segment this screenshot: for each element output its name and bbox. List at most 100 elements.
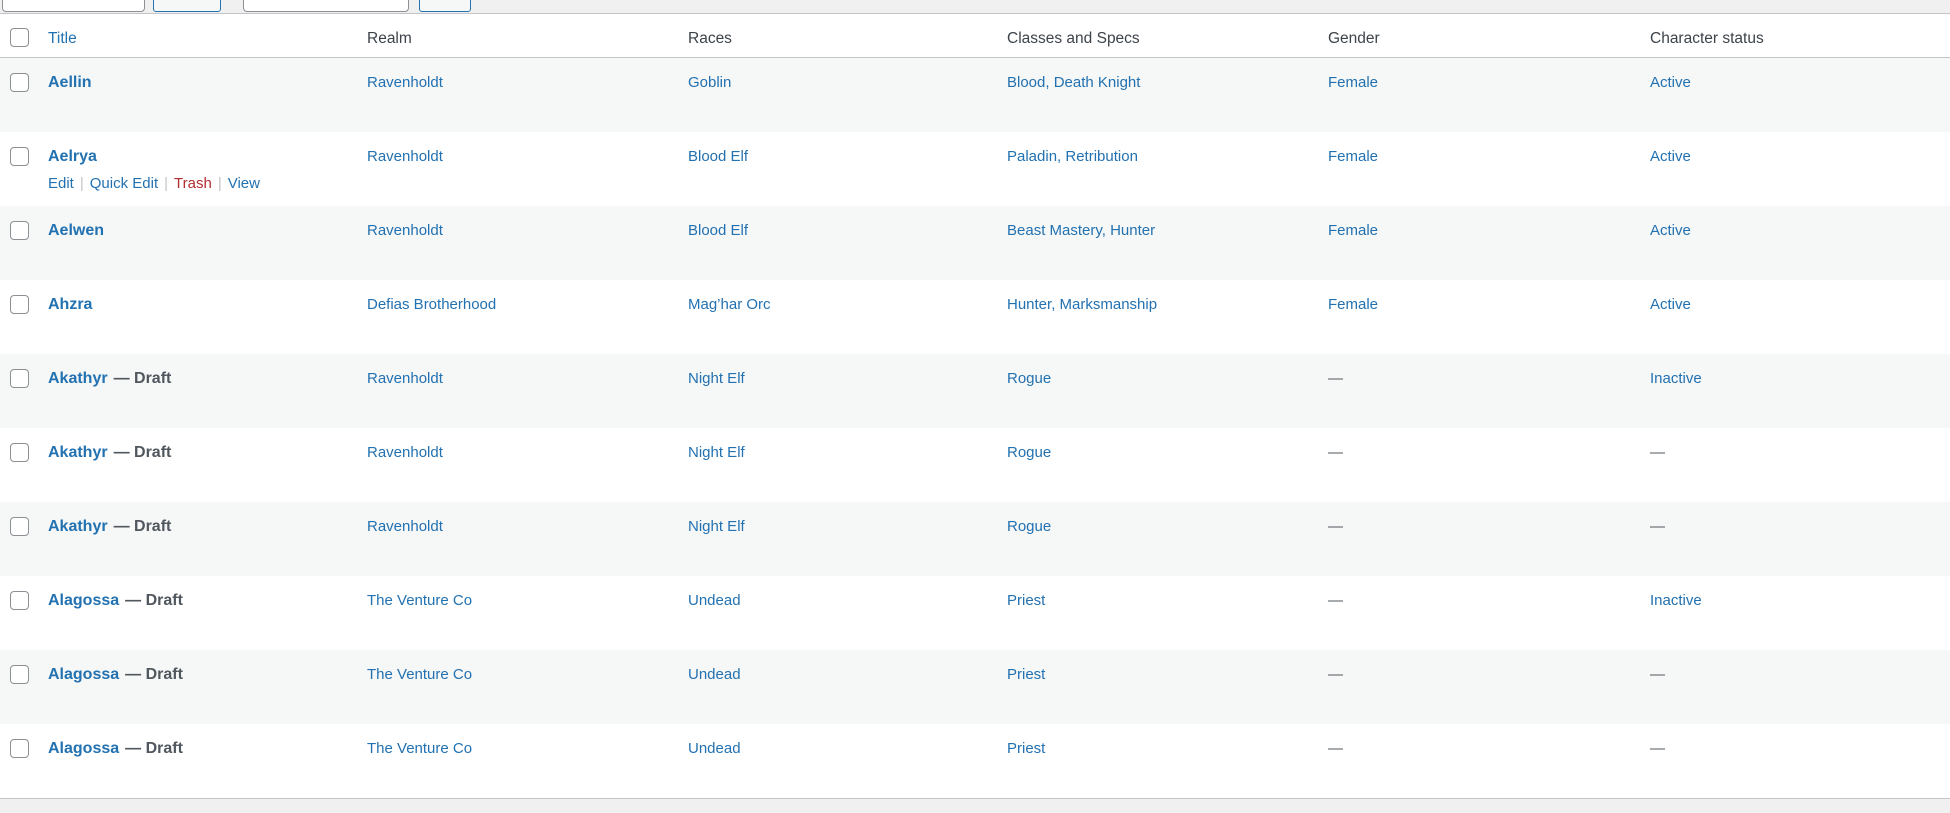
title-cell: Akathyr — Draft bbox=[48, 354, 367, 428]
list-table-toolbar bbox=[0, 0, 1950, 13]
classes-link[interactable]: Rogue bbox=[1007, 369, 1052, 387]
status-link[interactable]: Inactive bbox=[1650, 369, 1702, 387]
status-link[interactable]: Inactive bbox=[1650, 591, 1702, 609]
gender-link[interactable]: Female bbox=[1328, 295, 1379, 313]
row-title-link[interactable]: Aellin bbox=[48, 74, 92, 91]
table-row: Akathyr — Draft Ravenholdt Night Elf Rogue — — bbox=[0, 501, 1950, 576]
classes-link[interactable]: Blood, Death Knight bbox=[1007, 74, 1141, 91]
row-title-link[interactable]: Aelwen bbox=[48, 221, 105, 239]
gender-empty-value: — bbox=[1328, 739, 1343, 757]
row-checkbox-cell bbox=[0, 724, 48, 798]
filter-button[interactable] bbox=[419, 0, 471, 12]
realm-link[interactable]: Ravenholdt bbox=[367, 443, 443, 461]
realm-link[interactable]: Ravenholdt bbox=[367, 221, 443, 239]
classes-cell: Paladin, Retribution bbox=[1007, 132, 1328, 206]
races-link[interactable]: Night Elf bbox=[688, 517, 745, 535]
races-link[interactable]: Night Elf bbox=[688, 443, 745, 461]
row-title-link[interactable]: Akathyr bbox=[48, 443, 108, 461]
row-title-link[interactable]: Alagossa bbox=[48, 665, 120, 683]
gender-empty-value: — bbox=[1328, 591, 1343, 609]
column-header-realm: Realm bbox=[367, 13, 688, 58]
table-row: Alagossa — Draft The Venture Co Undead Pries… bbox=[0, 575, 1950, 650]
classes-link[interactable]: Paladin, Retribution bbox=[1007, 147, 1138, 165]
post-state-draft: — Draft bbox=[125, 739, 183, 757]
status-link[interactable]: Active bbox=[1650, 295, 1691, 313]
column-header-label-title[interactable]: Title bbox=[48, 29, 77, 47]
apply-button[interactable] bbox=[153, 0, 221, 12]
select-all-checkbox[interactable] bbox=[10, 27, 29, 47]
row-checkbox[interactable] bbox=[10, 73, 29, 92]
post-state-draft: — Draft bbox=[125, 591, 183, 609]
row-title-link[interactable]: Aelrya bbox=[48, 147, 97, 165]
row-checkbox-cell bbox=[0, 354, 48, 428]
table-row: Alagossa — Draft The Venture Co Undead Pries… bbox=[0, 723, 1950, 798]
realm-link[interactable]: Ravenholdt bbox=[367, 74, 443, 91]
row-checkbox[interactable] bbox=[10, 590, 29, 610]
status-cell: — bbox=[1650, 428, 1950, 502]
column-header-gender: Gender bbox=[1328, 13, 1650, 58]
row-title-link[interactable]: Akathyr bbox=[48, 369, 108, 387]
row-checkbox[interactable] bbox=[10, 294, 29, 314]
classes-link[interactable]: Hunter, Marksmanship bbox=[1007, 295, 1158, 313]
races-link[interactable]: Mag’har Orc bbox=[688, 295, 771, 313]
row-checkbox[interactable] bbox=[10, 516, 29, 536]
realm-link[interactable]: The Venture Co bbox=[367, 665, 473, 683]
status-link[interactable]: Active bbox=[1650, 221, 1691, 239]
gender-link[interactable]: Female bbox=[1328, 147, 1379, 165]
status-cell: Active bbox=[1650, 58, 1950, 132]
races-link[interactable]: Blood Elf bbox=[688, 221, 749, 239]
bulk-actions-select[interactable] bbox=[2, 0, 145, 12]
realm-link[interactable]: The Venture Co bbox=[367, 591, 473, 609]
realm-link[interactable]: Ravenholdt bbox=[367, 517, 443, 535]
gender-link[interactable]: Female bbox=[1328, 74, 1379, 91]
classes-link[interactable]: Priest bbox=[1007, 591, 1046, 609]
status-cell: — bbox=[1650, 724, 1950, 798]
gender-link[interactable]: Female bbox=[1328, 221, 1379, 239]
status-link[interactable]: Active bbox=[1650, 147, 1691, 165]
title-cell: Ahzra bbox=[48, 280, 367, 354]
classes-link[interactable]: Rogue bbox=[1007, 517, 1052, 535]
column-header-races: Races bbox=[688, 13, 1007, 58]
table-row: Akathyr — Draft Ravenholdt Night Elf Rogue — — bbox=[0, 427, 1950, 502]
classes-link[interactable]: Priest bbox=[1007, 739, 1046, 757]
row-checkbox[interactable] bbox=[10, 146, 29, 166]
classes-link[interactable]: Rogue bbox=[1007, 443, 1052, 461]
realm-cell: Ravenholdt bbox=[367, 206, 688, 280]
races-link[interactable]: Undead bbox=[688, 665, 741, 683]
status-cell: Active bbox=[1650, 132, 1950, 206]
races-cell: Night Elf bbox=[688, 502, 1007, 576]
quick-edit-action-link[interactable]: Quick Edit bbox=[89, 174, 159, 192]
realm-link[interactable]: The Venture Co bbox=[367, 739, 473, 757]
classes-link[interactable]: Beast Mastery, Hunter bbox=[1007, 221, 1156, 239]
races-link[interactable]: Blood Elf bbox=[688, 147, 749, 165]
row-checkbox[interactable] bbox=[10, 738, 29, 758]
races-link[interactable]: Goblin bbox=[688, 74, 732, 91]
gender-cell: — bbox=[1328, 428, 1650, 502]
row-title-link[interactable]: Alagossa bbox=[48, 591, 120, 609]
races-link[interactable]: Night Elf bbox=[688, 369, 745, 387]
row-title-link[interactable]: Ahzra bbox=[48, 295, 93, 313]
status-link[interactable]: Active bbox=[1650, 74, 1691, 91]
filter-select[interactable] bbox=[243, 0, 409, 12]
row-checkbox[interactable] bbox=[10, 368, 29, 388]
row-checkbox[interactable] bbox=[10, 442, 29, 462]
row-checkbox[interactable] bbox=[10, 664, 29, 684]
realm-link[interactable]: Ravenholdt bbox=[367, 147, 443, 165]
classes-cell: Beast Mastery, Hunter bbox=[1007, 206, 1328, 280]
realm-cell: Ravenholdt bbox=[367, 502, 688, 576]
realm-link[interactable]: Ravenholdt bbox=[367, 369, 443, 387]
row-title-link[interactable]: Alagossa bbox=[48, 739, 120, 757]
view-action-link[interactable]: View bbox=[227, 174, 260, 192]
realm-cell: The Venture Co bbox=[367, 650, 688, 724]
realm-link[interactable]: Defias Brotherhood bbox=[367, 295, 497, 313]
races-link[interactable]: Undead bbox=[688, 739, 741, 757]
races-link[interactable]: Undead bbox=[688, 591, 741, 609]
status-cell: Active bbox=[1650, 280, 1950, 354]
row-checkbox-cell bbox=[0, 280, 48, 354]
trash-action-link[interactable]: Trash bbox=[174, 174, 212, 192]
table-row: Ahzra Defias Brotherhood Mag’har Orc Hunter… bbox=[0, 279, 1950, 354]
row-checkbox[interactable] bbox=[10, 220, 29, 240]
classes-link[interactable]: Priest bbox=[1007, 665, 1046, 683]
row-title-link[interactable]: Akathyr bbox=[48, 517, 108, 535]
edit-action-link[interactable]: Edit bbox=[48, 174, 74, 192]
